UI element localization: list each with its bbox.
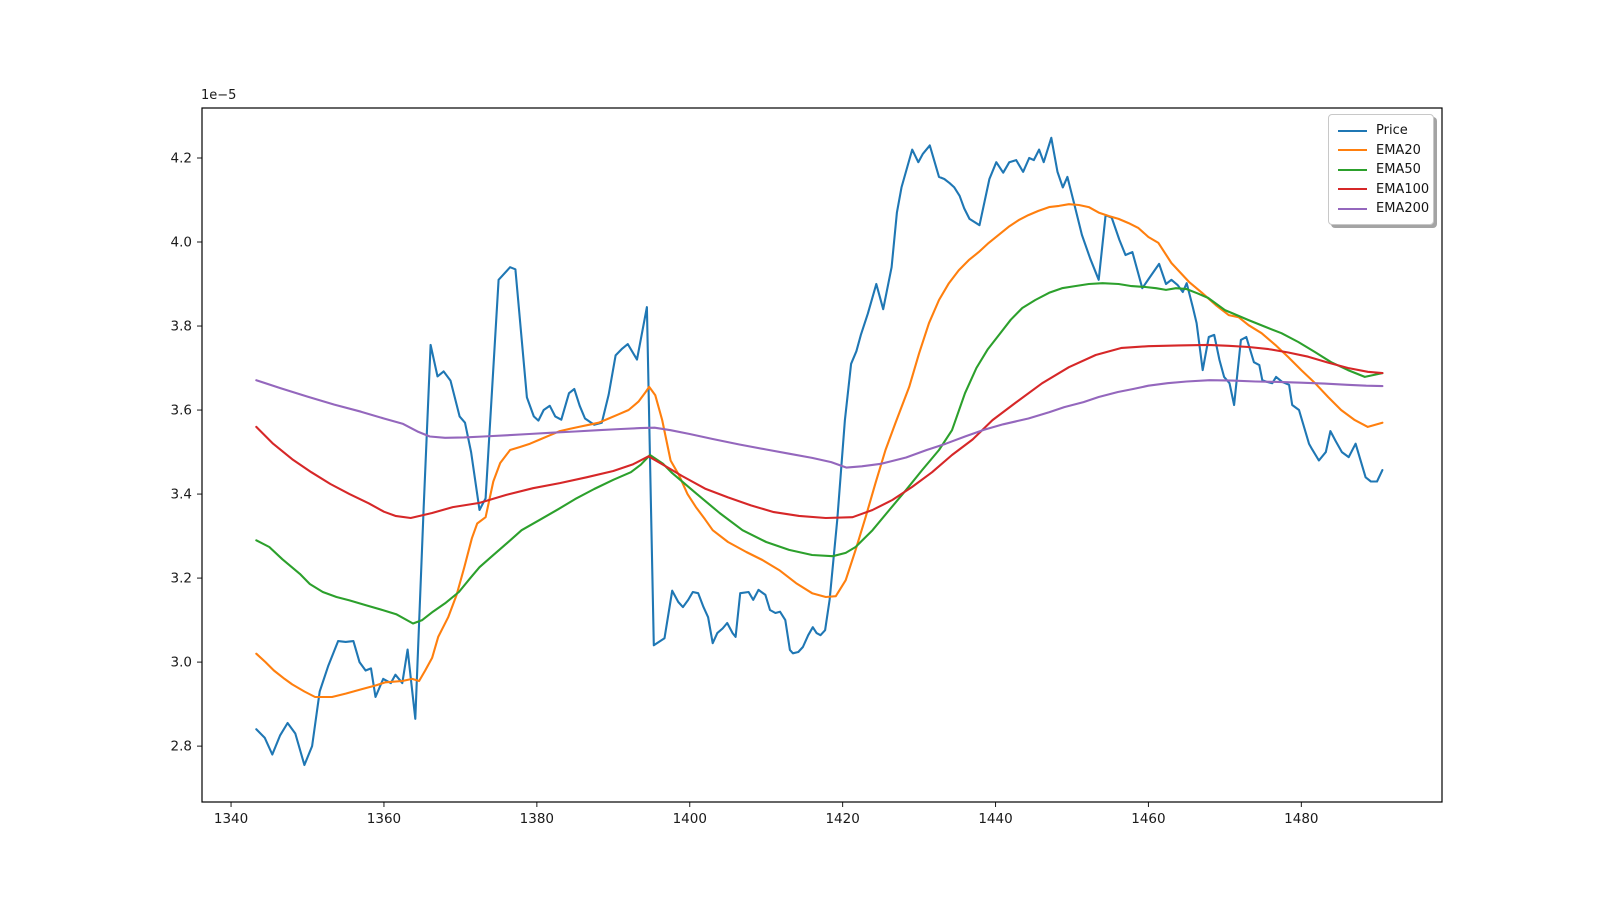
x-tick-label: 1400 — [673, 811, 707, 827]
x-tick-label: 1420 — [825, 811, 859, 827]
legend-label: EMA20 — [1376, 142, 1421, 158]
legend-label: Price — [1376, 123, 1408, 138]
y-tick-label: 2.8 — [171, 739, 192, 755]
legend-item-price: Price — [1338, 121, 1425, 141]
legend-item-ema20: EMA20 — [1338, 141, 1425, 161]
legend: Price EMA20 EMA50 EMA100 EMA200 — [1328, 114, 1434, 225]
series-line-ema200 — [255, 379, 1384, 469]
axes-frame — [201, 107, 1443, 803]
y-tick-label: 3.8 — [171, 319, 192, 335]
legend-line-swatch — [1338, 149, 1367, 152]
legend-label: EMA50 — [1376, 162, 1421, 177]
legend-line-swatch — [1338, 207, 1367, 210]
y-tick-label: 3.6 — [171, 403, 192, 419]
legend-line-swatch — [1338, 168, 1367, 171]
legend-label: EMA200 — [1376, 201, 1430, 216]
legend-line-swatch — [1338, 188, 1367, 191]
legend-item-ema50: EMA50 — [1338, 160, 1425, 180]
legend-item-ema100: EMA100 — [1338, 180, 1429, 200]
y-tick-label: 3.2 — [171, 571, 192, 587]
legend-item-ema200: EMA200 — [1338, 199, 1429, 219]
series-line-ema50 — [255, 282, 1384, 625]
series-line-ema100 — [255, 343, 1384, 520]
legend-line-swatch — [1338, 129, 1367, 132]
y-axis-offset-label: 1e−5 — [201, 88, 237, 103]
y-tick-label: 3.4 — [171, 487, 192, 503]
x-tick-label: 1360 — [367, 811, 401, 827]
x-tick-label: 1440 — [978, 811, 1012, 827]
x-tick-label: 1460 — [1131, 811, 1165, 827]
x-tick-label: 1340 — [214, 811, 248, 827]
x-tick-label: 1380 — [520, 811, 554, 827]
y-tick-label: 4.2 — [171, 150, 192, 166]
series-line-ema20 — [255, 203, 1384, 699]
x-tick-label: 1480 — [1284, 811, 1318, 827]
y-tick-label: 4.0 — [171, 235, 192, 251]
legend-label: EMA100 — [1376, 181, 1430, 197]
y-tick-label: 3.0 — [171, 655, 192, 671]
